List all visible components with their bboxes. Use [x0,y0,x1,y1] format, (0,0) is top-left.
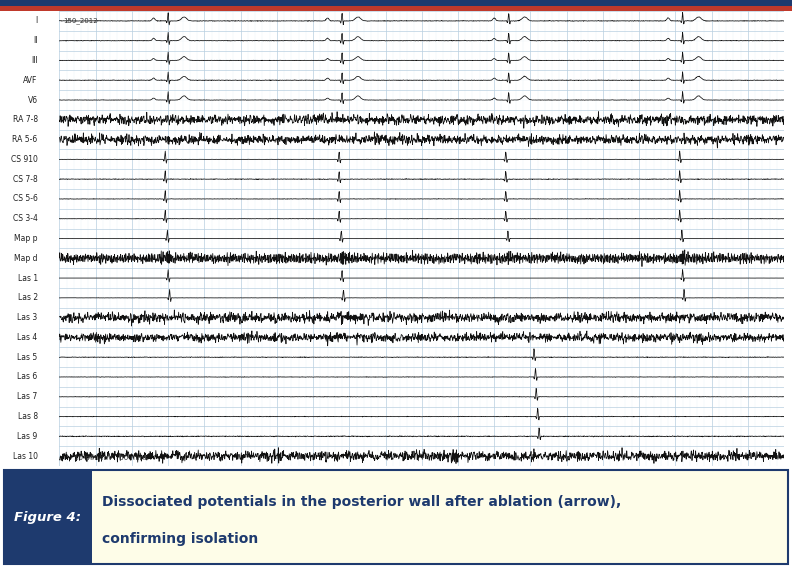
Text: 150_2012: 150_2012 [63,17,97,24]
Text: V6: V6 [28,95,38,105]
Text: Las 2: Las 2 [17,293,38,302]
Text: Las 7: Las 7 [17,392,38,401]
Text: CS 3-4: CS 3-4 [13,214,38,223]
Text: 10 mm/mV   50 mms: 10 mm/mV 50 mms [74,456,147,461]
Text: Las 8: Las 8 [17,412,38,421]
Text: Las 1: Las 1 [17,274,38,282]
Text: I: I [36,16,38,26]
Text: II: II [33,36,38,45]
Text: RA 7-8: RA 7-8 [13,115,38,124]
Text: Las 5: Las 5 [17,353,38,362]
Text: Map d: Map d [14,254,38,263]
Text: Figure 4:: Figure 4: [14,511,82,524]
Text: CS 910: CS 910 [11,155,38,164]
Text: Map p: Map p [14,234,38,243]
Text: confirming isolation: confirming isolation [102,532,258,546]
Bar [0,0,792,6]
Text: Dissociated potentials in the posterior wall after ablation (arrow),: Dissociated potentials in the posterior … [102,495,621,509]
Text: AVF: AVF [23,76,38,85]
Text: Las 4: Las 4 [17,333,38,342]
Text: Las 3: Las 3 [17,313,38,322]
Text: Las 6: Las 6 [17,373,38,382]
Text: Las 9: Las 9 [17,432,38,441]
Text: CS 5-6: CS 5-6 [13,194,38,203]
FancyBboxPatch shape [4,470,788,564]
Text: III: III [31,56,38,65]
Bar [0,6,792,11]
Text: CS 7-8: CS 7-8 [13,174,38,183]
Text: Las 10: Las 10 [13,452,38,461]
FancyBboxPatch shape [4,470,92,564]
Text: RA 5-6: RA 5-6 [13,135,38,144]
